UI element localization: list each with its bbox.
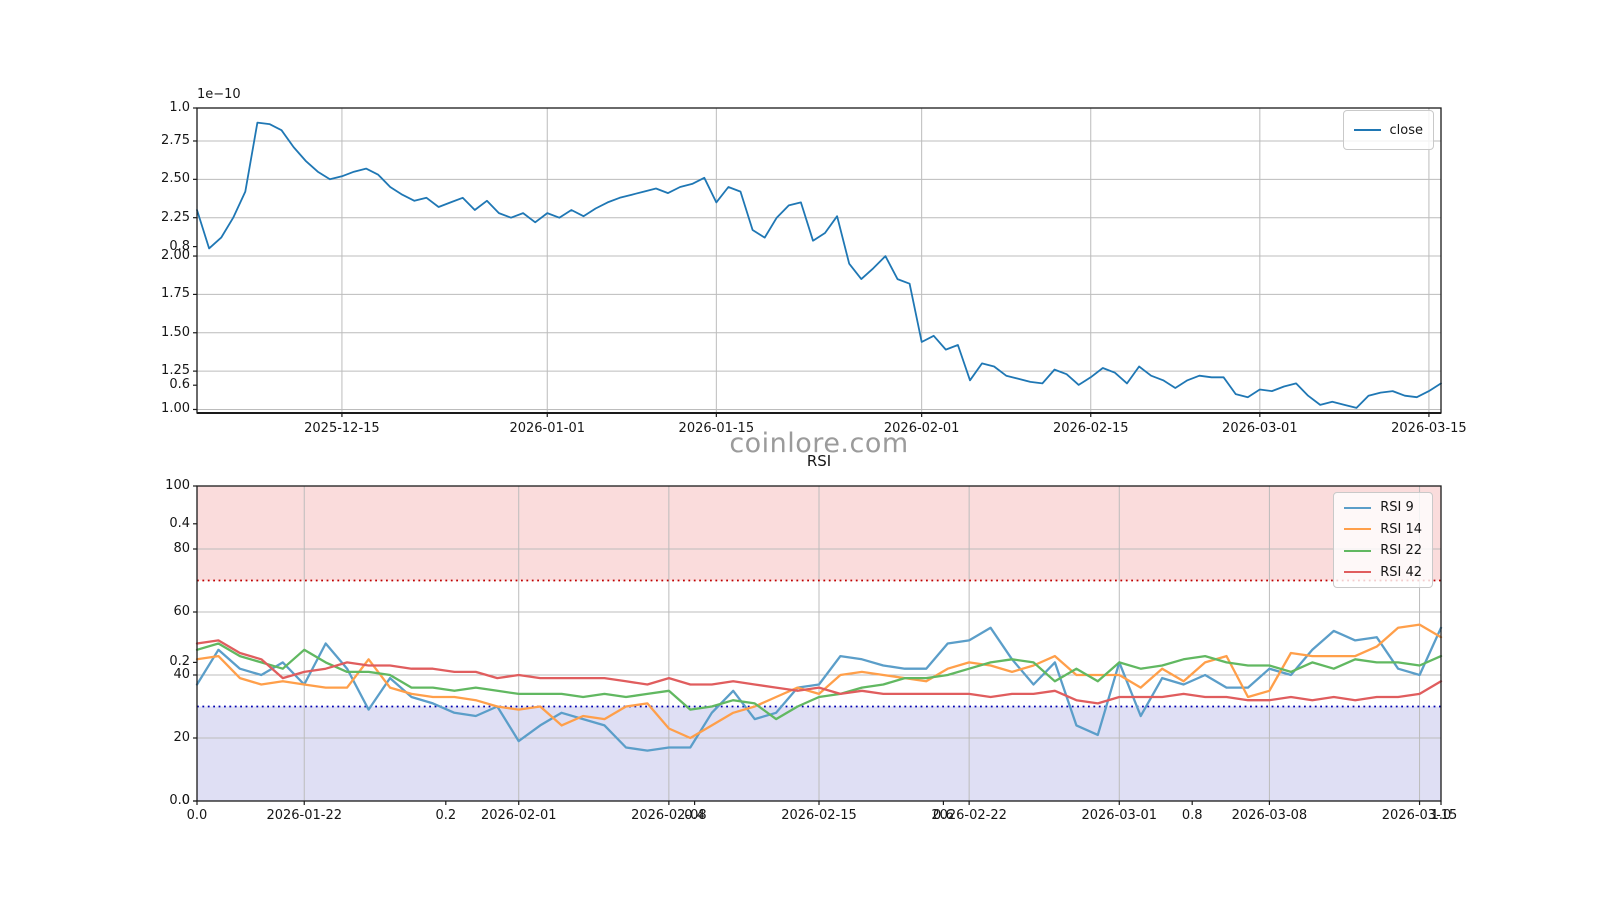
y-tick-label: 2.75 bbox=[161, 132, 190, 148]
overlay-y-tick-label: 0.6 bbox=[169, 377, 190, 393]
y-tick-label: 1.00 bbox=[161, 401, 190, 417]
x-tick-label: 2026-02-15 bbox=[781, 808, 857, 823]
overlay-y-tick-label: 0.0 bbox=[169, 793, 190, 808]
x-tick-label: 2026-02-08 bbox=[631, 808, 707, 823]
y-tick-label: 1.50 bbox=[161, 324, 190, 340]
overlay-x-tick-label: 0.2 bbox=[435, 808, 457, 823]
y-tick-label: 100 bbox=[165, 478, 190, 493]
legend-label-rsi42: RSI 42 bbox=[1380, 564, 1422, 580]
overlay-y-tick-label: 0.4 bbox=[169, 515, 190, 531]
y-tick-label: 80 bbox=[173, 541, 190, 556]
legend-row-rsi14: RSI 14 bbox=[1344, 519, 1422, 539]
legend-row-close: close bbox=[1353, 120, 1423, 140]
overlay-x-tick-label: 0.4 bbox=[684, 808, 705, 823]
x-tick-label: 2026-03-15 bbox=[1391, 421, 1467, 436]
y-tick-label: 60 bbox=[173, 604, 190, 619]
overlay-x-tick-label: 0.8 bbox=[1181, 808, 1203, 823]
legend-label-rsi22: RSI 22 bbox=[1380, 543, 1422, 559]
x-tick-label: 2025-12-15 bbox=[304, 421, 380, 436]
x-tick-label: 2026-03-01 bbox=[1222, 421, 1298, 436]
overlay-x-tick-label: 0.0 bbox=[186, 808, 208, 823]
y-tick-label: 1.25 bbox=[161, 363, 190, 379]
legend-label-rsi14: RSI 14 bbox=[1380, 521, 1422, 537]
x-tick-label: 2026-03-15 bbox=[1381, 808, 1458, 823]
overlay-y-tick-label: 0.2 bbox=[169, 654, 190, 670]
x-tick-label: 2026-03-01 bbox=[1081, 808, 1158, 823]
overlay-y-tick-label: 0.8 bbox=[169, 238, 190, 254]
legend-row-rsi9: RSI 9 bbox=[1344, 498, 1422, 518]
y-tick-label: 40 bbox=[173, 667, 190, 682]
x-tick-label: 2026-02-15 bbox=[1052, 421, 1129, 436]
x-tick-label: 2026-02-01 bbox=[480, 808, 557, 823]
x-tick-label: 2026-01-22 bbox=[266, 808, 343, 823]
overlay-x-tick-label: 0.6 bbox=[933, 808, 954, 823]
x-tick-label: 2026-03-08 bbox=[1231, 808, 1308, 823]
rsi22-line-swatch bbox=[1344, 549, 1372, 552]
rsi9-line-swatch bbox=[1344, 506, 1372, 509]
y-tick-label: 0 bbox=[181, 793, 190, 808]
y-tick-label: 2.00 bbox=[161, 248, 190, 264]
legend-close: close bbox=[1342, 110, 1434, 150]
y-tick-label: 20 bbox=[173, 730, 190, 745]
overlay-y-tick-label: 1.0 bbox=[169, 100, 190, 115]
legend-row-rsi42: RSI 42 bbox=[1344, 562, 1422, 582]
rsi14-line-swatch bbox=[1344, 528, 1372, 531]
rsi-title: RSI bbox=[806, 452, 832, 470]
x-tick-label: 2026-01-15 bbox=[678, 421, 755, 436]
x-tick-label: 2026-02-01 bbox=[883, 421, 960, 436]
y-tick-label: 2.25 bbox=[161, 209, 190, 225]
y-tick-label: 2.50 bbox=[161, 171, 190, 187]
legend-rsi: RSI 9 RSI 14 RSI 22 RSI 42 bbox=[1333, 492, 1433, 588]
y-tick-label: 1.75 bbox=[161, 286, 190, 302]
watermark: coinlore.com bbox=[729, 428, 909, 459]
x-tick-label: 2026-01-01 bbox=[509, 421, 586, 436]
overlay-x-tick-label: 1.0 bbox=[1430, 808, 1452, 823]
close-line-swatch bbox=[1353, 129, 1381, 131]
legend-label-close: close bbox=[1389, 122, 1423, 138]
y-axis-offset-label: 1e−10 bbox=[197, 87, 241, 102]
legend-label-rsi9: RSI 9 bbox=[1380, 500, 1414, 516]
rsi42-line-swatch bbox=[1344, 571, 1372, 574]
x-tick-label: 2026-02-22 bbox=[931, 808, 1007, 823]
legend-row-rsi22: RSI 22 bbox=[1344, 541, 1422, 561]
